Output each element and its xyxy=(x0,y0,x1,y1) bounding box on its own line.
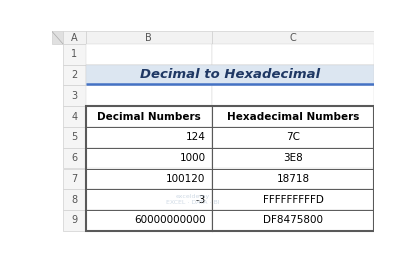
Text: 7C: 7C xyxy=(286,132,300,142)
Bar xyxy=(86,189,212,210)
Bar xyxy=(52,31,63,44)
Text: exceldemy
EXCEL · DATA · BI: exceldemy EXCEL · DATA · BI xyxy=(166,194,220,205)
Bar xyxy=(212,85,374,106)
Text: 9: 9 xyxy=(72,215,77,226)
Bar xyxy=(63,148,86,168)
Bar xyxy=(212,189,374,210)
Text: B: B xyxy=(146,32,152,43)
Text: -3: -3 xyxy=(195,195,206,205)
Bar xyxy=(86,31,212,44)
Text: 7: 7 xyxy=(72,174,78,184)
Text: C: C xyxy=(290,32,297,43)
Text: 6: 6 xyxy=(72,153,77,163)
Bar xyxy=(212,44,374,64)
Text: 1000: 1000 xyxy=(179,153,206,163)
Text: 100120: 100120 xyxy=(166,174,206,184)
Bar xyxy=(212,210,374,231)
Bar xyxy=(63,31,86,44)
Bar xyxy=(63,106,86,127)
Bar xyxy=(63,44,86,64)
Bar xyxy=(63,189,86,210)
Text: 124: 124 xyxy=(186,132,206,142)
Bar xyxy=(212,127,374,148)
Bar xyxy=(86,64,374,85)
Text: Hexadecimal Numbers: Hexadecimal Numbers xyxy=(227,112,359,122)
Text: FFFFFFFFFD: FFFFFFFFFD xyxy=(262,195,324,205)
Bar xyxy=(86,168,212,189)
Bar xyxy=(63,210,86,231)
Bar xyxy=(86,210,212,231)
Bar xyxy=(63,85,86,106)
Text: 5: 5 xyxy=(72,132,78,142)
Text: 1: 1 xyxy=(72,49,77,59)
Bar xyxy=(212,64,374,85)
Bar xyxy=(86,106,212,127)
Text: 8: 8 xyxy=(72,195,77,205)
Bar xyxy=(86,64,212,85)
Bar xyxy=(63,64,86,85)
Text: Decimal Numbers: Decimal Numbers xyxy=(97,112,201,122)
Text: 18718: 18718 xyxy=(277,174,310,184)
Text: 4: 4 xyxy=(72,112,77,122)
Bar xyxy=(212,148,374,168)
Bar xyxy=(86,85,212,106)
Text: 3: 3 xyxy=(72,91,77,101)
Bar xyxy=(86,106,374,231)
Text: A: A xyxy=(71,32,78,43)
Text: 60000000000: 60000000000 xyxy=(134,215,206,226)
Text: 2: 2 xyxy=(72,70,78,80)
Bar xyxy=(86,44,212,64)
Bar xyxy=(212,106,374,127)
Text: 3E8: 3E8 xyxy=(283,153,303,163)
Bar xyxy=(212,168,374,189)
Bar xyxy=(86,127,212,148)
Bar xyxy=(63,168,86,189)
Bar xyxy=(86,148,212,168)
Text: Decimal to Hexadecimal: Decimal to Hexadecimal xyxy=(140,68,320,81)
Bar xyxy=(63,127,86,148)
Bar xyxy=(212,31,374,44)
Text: DF8475800: DF8475800 xyxy=(263,215,323,226)
